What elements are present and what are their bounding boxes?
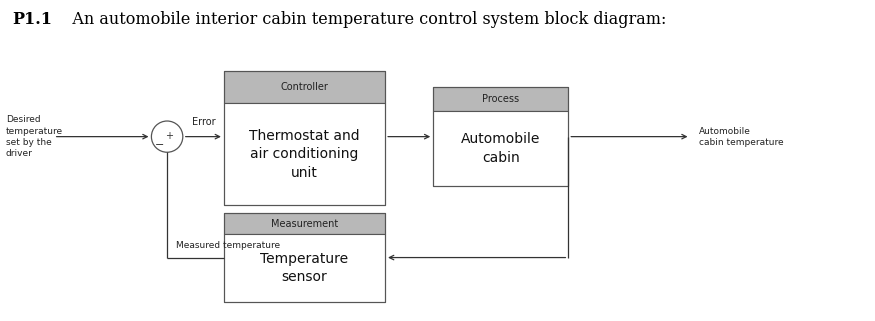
- Text: P1.1: P1.1: [12, 11, 52, 28]
- Text: Automobile
cabin temperature: Automobile cabin temperature: [699, 126, 784, 147]
- Text: Temperature
sensor: Temperature sensor: [261, 252, 348, 284]
- Bar: [433, 111, 569, 186]
- Bar: [433, 87, 569, 186]
- Text: Error: Error: [192, 117, 215, 127]
- Bar: [433, 87, 569, 111]
- Bar: [224, 71, 385, 103]
- Text: −: −: [155, 140, 164, 150]
- Text: Thermostat and
air conditioning
unit: Thermostat and air conditioning unit: [249, 129, 360, 180]
- Bar: [224, 234, 385, 302]
- Text: Measured temperature: Measured temperature: [176, 241, 280, 250]
- Text: +: +: [164, 131, 173, 141]
- Ellipse shape: [151, 121, 183, 152]
- Text: An automobile interior cabin temperature control system block diagram:: An automobile interior cabin temperature…: [57, 11, 667, 28]
- Bar: [224, 71, 385, 205]
- Text: Measurement: Measurement: [271, 219, 338, 229]
- Bar: [224, 103, 385, 205]
- Text: Controller: Controller: [281, 82, 328, 92]
- Text: Desired
temperature
set by the
driver: Desired temperature set by the driver: [6, 116, 63, 158]
- Text: Process: Process: [482, 94, 519, 104]
- Bar: [224, 213, 385, 234]
- Text: Automobile
cabin: Automobile cabin: [461, 132, 541, 165]
- Bar: [224, 213, 385, 302]
